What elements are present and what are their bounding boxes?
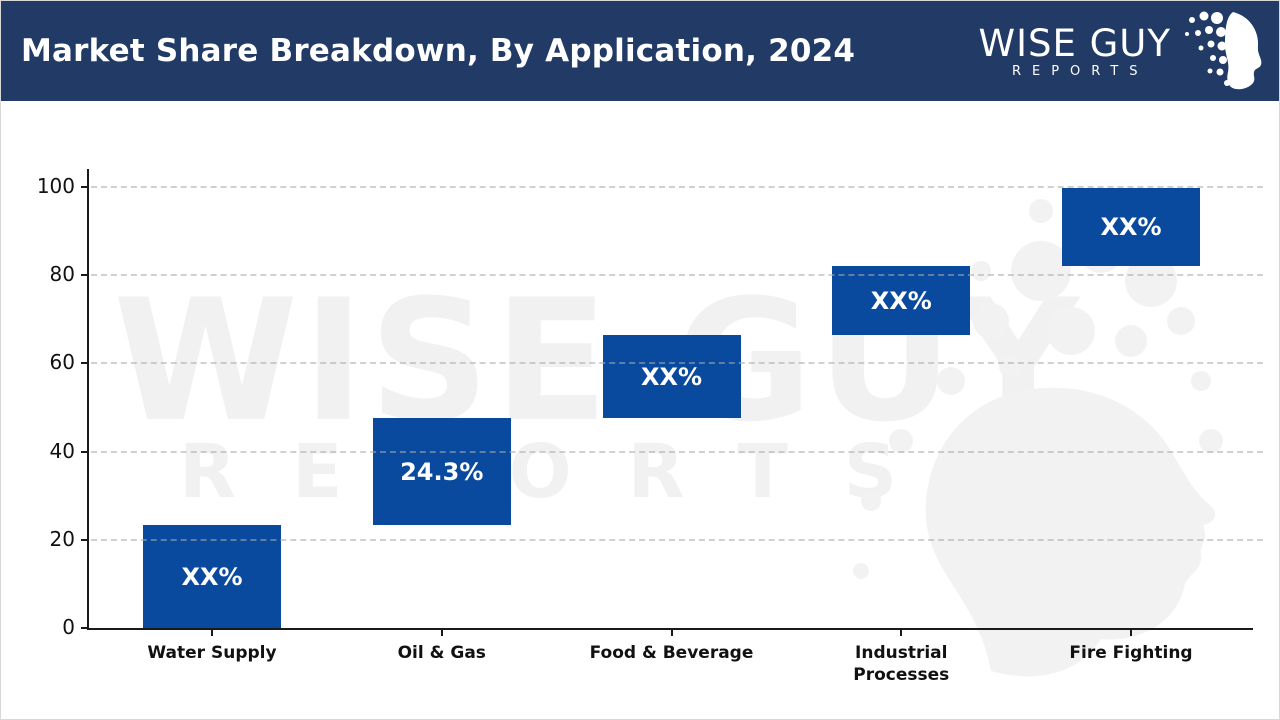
bar-value-label: XX%: [870, 286, 932, 315]
y-tick: [81, 450, 89, 453]
bar-value-label: XX%: [640, 362, 703, 391]
bar-fire-fighting: [1062, 187, 1200, 266]
bar-industrial-processes: [832, 265, 971, 336]
header-bar: Market Share Breakdown, By Application, …: [1, 1, 1279, 101]
x-tick-label: Food & Beverage: [589, 643, 754, 663]
y-tick: [81, 627, 89, 629]
y-tick-label: 20: [49, 526, 75, 551]
y-axis-line: [87, 169, 89, 630]
watermark-subword: REPORTS: [179, 429, 954, 515]
bar-food-and-beverage: [602, 335, 741, 419]
y-tick-label: 80: [49, 262, 75, 287]
y-tick: [81, 362, 89, 365]
x-tick: [211, 629, 213, 636]
brand-name: WISE GUY: [978, 21, 1171, 65]
gridline-20: [91, 538, 1263, 541]
bar-value-label: 24.3%: [400, 457, 484, 486]
brand-logo: WISE GUY REPORTS: [979, 8, 1263, 94]
x-tick: [670, 629, 673, 636]
x-tick: [900, 629, 903, 636]
x-axis-line: [87, 628, 1253, 630]
brand-subname: REPORTS: [1011, 63, 1149, 79]
x-tick-label: Water Supply: [147, 643, 277, 663]
watermark-face-icon: [853, 193, 1223, 677]
bar-value-label: XX%: [1100, 212, 1162, 241]
y-tick-label: 0: [62, 615, 75, 639]
gridline-100: [91, 186, 1263, 188]
y-tick: [81, 538, 89, 541]
y-tick: [81, 274, 89, 277]
x-tick-label: Fire Fighting: [1069, 643, 1193, 663]
x-tick-label: Industrial Processes: [853, 643, 950, 686]
y-tick-label: 40: [49, 438, 75, 463]
gridline-60: [91, 362, 1263, 365]
chart-title: Market Share Breakdown, By Application, …: [21, 33, 856, 69]
bar-oil-and-gas: [372, 418, 511, 526]
brand-logo-text: WISE GUY REPORTS: [979, 25, 1171, 78]
gridline-40: [91, 450, 1263, 453]
x-tick: [1130, 629, 1132, 636]
bar-water-supply: [143, 525, 281, 628]
y-tick: [81, 186, 89, 188]
x-tick: [440, 629, 443, 636]
gridline-80: [91, 274, 1263, 277]
bar-value-label: XX%: [181, 562, 243, 591]
brand-face-icon: [1185, 11, 1262, 90]
x-tick-label: Oil & Gas: [397, 643, 486, 663]
y-tick-label: 100: [36, 174, 75, 198]
y-tick-label: 60: [49, 350, 75, 375]
